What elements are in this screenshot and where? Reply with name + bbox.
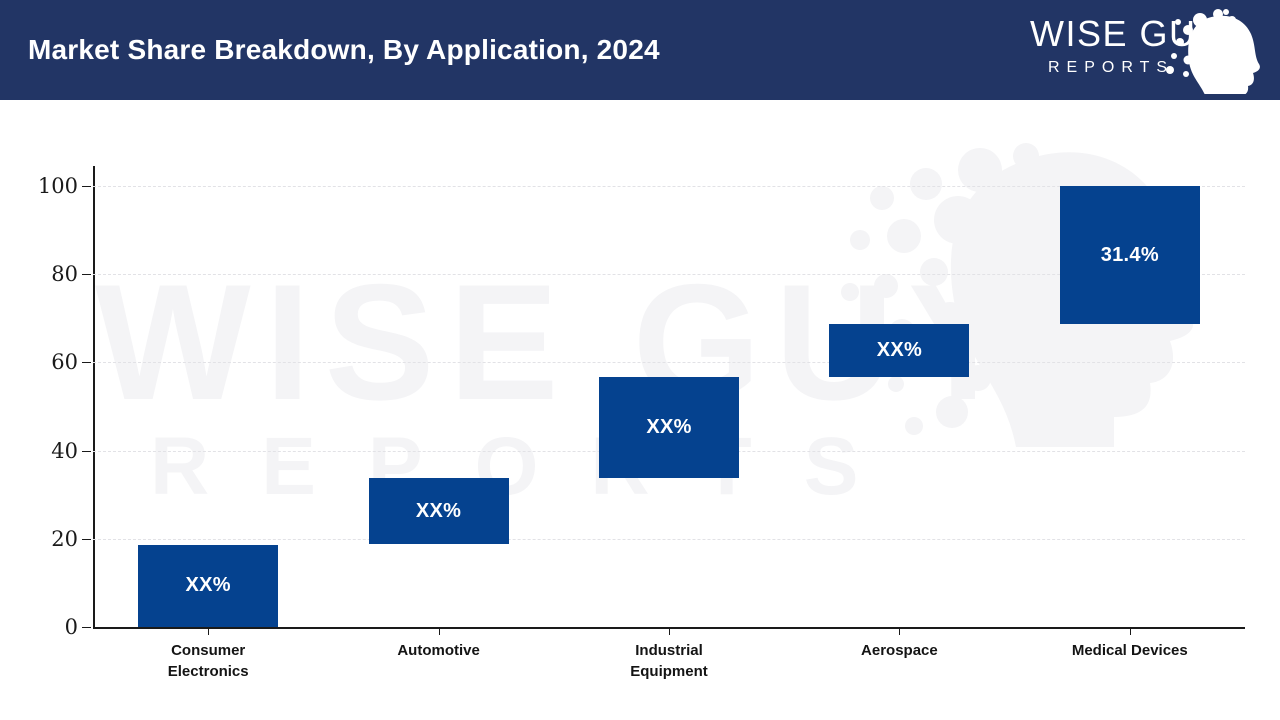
x-category-label: Automotive: [323, 640, 553, 661]
head-profile-dots-icon: [1166, 9, 1260, 94]
x-category-line: Aerospace: [861, 642, 938, 659]
bar-aerospace[interactable]: XX%: [829, 324, 970, 377]
gridline: [93, 538, 1245, 540]
x-category-line: Electronics: [167, 663, 249, 680]
x-tick-mark: [438, 627, 440, 635]
x-tick-mark: [1129, 627, 1131, 635]
x-category-line: Consumer: [171, 642, 246, 659]
x-category-label: Aerospace: [784, 640, 1014, 661]
y-tick-mark: [82, 627, 91, 628]
bar-medical-devices[interactable]: 31.4%: [1059, 186, 1200, 325]
y-tick-label: 0: [64, 615, 78, 639]
bar-industrial-equipment[interactable]: XX%: [599, 376, 739, 478]
bar-automotive[interactable]: XX%: [368, 477, 509, 545]
x-category-label: Medical Devices: [1015, 640, 1245, 661]
gridline: [93, 362, 1245, 364]
bar-value-label: 31.4%: [1100, 243, 1159, 266]
bar-consumer-electronics[interactable]: XX%: [138, 544, 279, 627]
x-category-line: Medical Devices: [1071, 642, 1188, 659]
x-category-line: Automotive: [397, 642, 480, 659]
x-tick-mark: [899, 627, 901, 635]
y-tick-mark: [82, 274, 91, 276]
page-title: Market Share Breakdown, By Application, …: [28, 34, 660, 65]
bar-value-label: XX%: [646, 415, 692, 438]
y-tick-label: 80: [51, 262, 78, 287]
x-category-label: Industrial Equipment: [554, 640, 784, 682]
watermark-line2: REPORTS: [150, 421, 911, 512]
y-tick-mark: [82, 362, 91, 364]
bar-value-label: XX%: [415, 499, 462, 522]
y-tick-label: 60: [51, 350, 78, 375]
gridline: [93, 186, 1245, 187]
y-tick-mark: [82, 538, 91, 540]
y-tick-mark: [82, 450, 91, 452]
bar-value-label: XX%: [876, 338, 923, 361]
logo-wordmark-line2: REPORTS: [1048, 59, 1174, 76]
wise-guy-reports-logo: WISE GUY REPORTS: [1022, 0, 1272, 100]
x-category-label: Consumer Electronics: [93, 640, 323, 682]
logo-graphic: WISE GUY REPORTS: [1030, 9, 1260, 94]
x-category-line: Equipment: [630, 663, 708, 680]
x-tick-mark: [669, 627, 670, 635]
y-axis-line: [93, 166, 95, 628]
y-tick-label: 40: [51, 438, 78, 463]
y-tick-label: 20: [51, 526, 78, 551]
y-tick-label: 100: [37, 174, 78, 198]
bar-value-label: XX%: [185, 574, 231, 597]
page-header: Market Share Breakdown, By Application, …: [0, 0, 1280, 100]
x-category-line: Industrial: [635, 642, 703, 659]
gridline: [93, 274, 1245, 276]
y-tick-mark: [82, 186, 91, 187]
chart-canvas: WISE GUY REPORTS: [0, 100, 1280, 720]
x-tick-mark: [208, 627, 210, 635]
